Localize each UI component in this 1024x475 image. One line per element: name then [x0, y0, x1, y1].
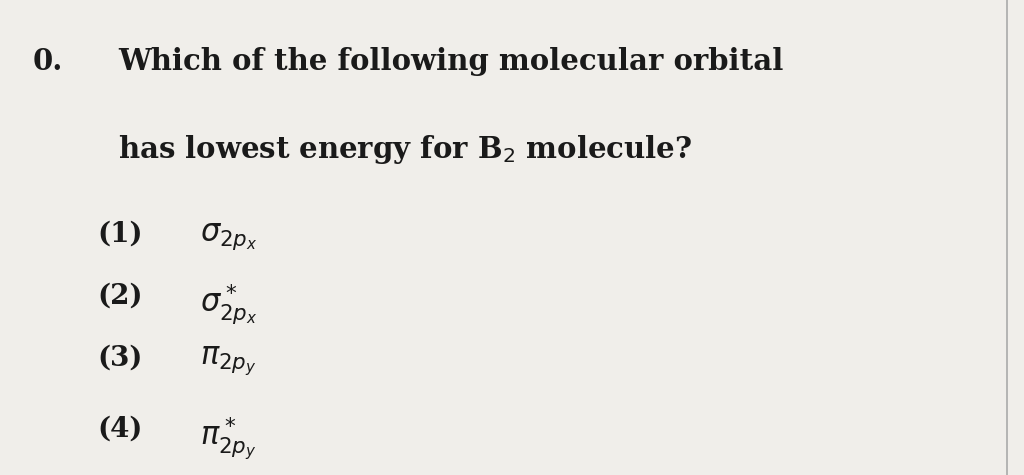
Text: $\pi_{2p_y}$: $\pi_{2p_y}$ [200, 344, 256, 378]
Text: (1): (1) [97, 221, 142, 248]
Text: $\sigma^*_{2p_x}$: $\sigma^*_{2p_x}$ [200, 283, 257, 327]
Text: (4): (4) [97, 416, 142, 443]
Text: 0.: 0. [33, 48, 63, 76]
Text: Which of the following molecular orbital: Which of the following molecular orbital [118, 48, 783, 76]
Text: (3): (3) [97, 344, 142, 371]
Text: (2): (2) [97, 283, 142, 310]
Text: $\pi^*_{2p_y}$: $\pi^*_{2p_y}$ [200, 416, 256, 463]
Text: $\sigma_{2p_x}$: $\sigma_{2p_x}$ [200, 221, 257, 252]
Text: has lowest energy for B$_2$ molecule?: has lowest energy for B$_2$ molecule? [118, 133, 692, 166]
